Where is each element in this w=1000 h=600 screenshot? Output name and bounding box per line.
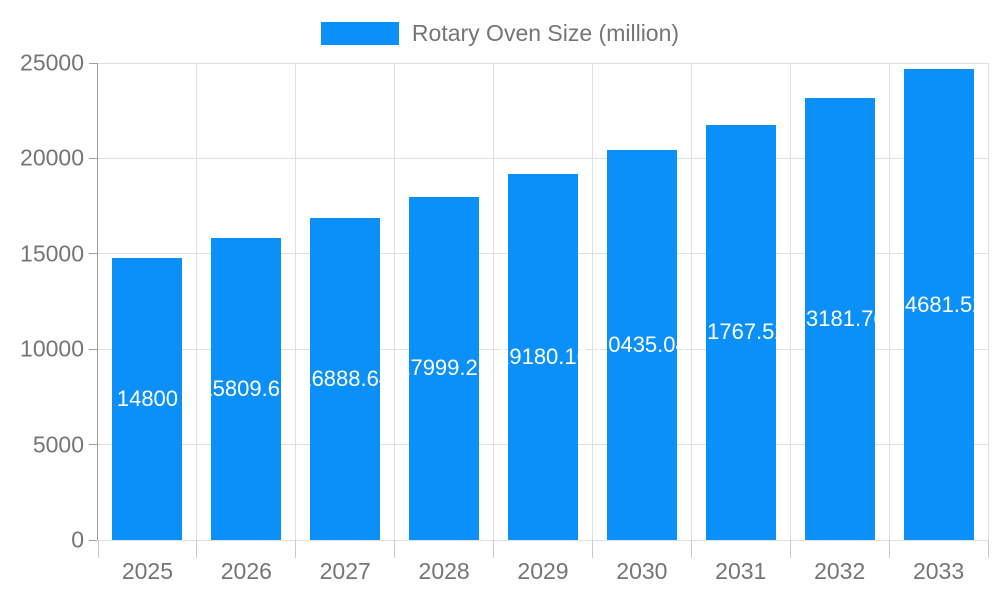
legend-label: Rotary Oven Size (million) — [411, 20, 680, 46]
x-axis-tick — [987, 540, 989, 558]
y-axis-tick — [89, 253, 97, 255]
plot-area: 0 5000 10000 15000 20000 25000 14800 2025 15809.… — [20, 50, 989, 584]
bar-2032[interactable] — [804, 97, 875, 540]
legend[interactable]: Rotary Oven Size (million) — [0, 20, 1000, 47]
y-gridline — [98, 62, 988, 64]
x-axis-tick — [789, 540, 791, 558]
x-axis-tick — [295, 540, 297, 558]
x-axis-tick-label: 2032 — [814, 558, 866, 584]
x-gridline — [591, 63, 593, 540]
y-axis-tick — [89, 348, 97, 350]
legend-swatch — [320, 22, 399, 45]
x-gridline — [987, 63, 989, 540]
x-axis-tick-label: 2027 — [319, 558, 371, 584]
bar-2027[interactable] — [310, 217, 381, 540]
y-axis-tick — [89, 62, 97, 64]
y-axis-tick-label: 25000 — [20, 49, 84, 76]
bar-2029[interactable] — [508, 174, 578, 540]
x-axis-tick — [690, 540, 692, 558]
y-axis-tick-label: 5000 — [32, 431, 84, 458]
y-axis-tick-label: 10000 — [20, 335, 84, 362]
x-gridline — [196, 63, 198, 540]
x-axis-tick-label: 2031 — [715, 558, 767, 584]
y-axis-tick — [89, 157, 97, 159]
x-axis-tick-label: 2029 — [517, 558, 569, 584]
y-axis-tick — [89, 444, 97, 446]
bar-2033[interactable] — [903, 69, 974, 540]
bar-2026[interactable] — [211, 238, 282, 540]
x-gridline — [690, 63, 692, 540]
y-gridline — [98, 157, 988, 159]
y-gridline — [98, 539, 988, 541]
x-axis-tick — [591, 540, 593, 558]
y-axis-tick-label: 20000 — [20, 144, 84, 171]
x-gridline — [295, 63, 297, 540]
x-axis-tick — [888, 540, 890, 558]
x-axis-tick — [493, 540, 495, 558]
x-axis-tick — [196, 540, 198, 558]
y-axis-tick — [89, 539, 97, 541]
bar-2028[interactable] — [409, 196, 480, 540]
y-axis-tick-label: 0 — [71, 526, 84, 553]
x-gridline — [493, 63, 495, 540]
y-axis-tick-label: 15000 — [20, 240, 84, 267]
bar-2031[interactable] — [705, 124, 776, 540]
x-gridline — [888, 63, 890, 540]
x-axis-tick — [394, 540, 396, 558]
y-axis-line — [97, 63, 98, 540]
bar-2025[interactable] — [112, 257, 183, 540]
x-axis-tick-label: 2028 — [418, 558, 470, 584]
x-axis-tick — [97, 540, 99, 558]
x-gridline — [789, 63, 791, 540]
x-axis-tick-label: 2025 — [121, 558, 174, 584]
bar-2030[interactable] — [606, 150, 677, 540]
x-axis-tick-label: 2033 — [912, 558, 965, 584]
x-axis-tick-label: 2026 — [220, 558, 272, 584]
x-axis-tick-label: 2030 — [616, 558, 668, 584]
x-gridline — [394, 63, 396, 540]
